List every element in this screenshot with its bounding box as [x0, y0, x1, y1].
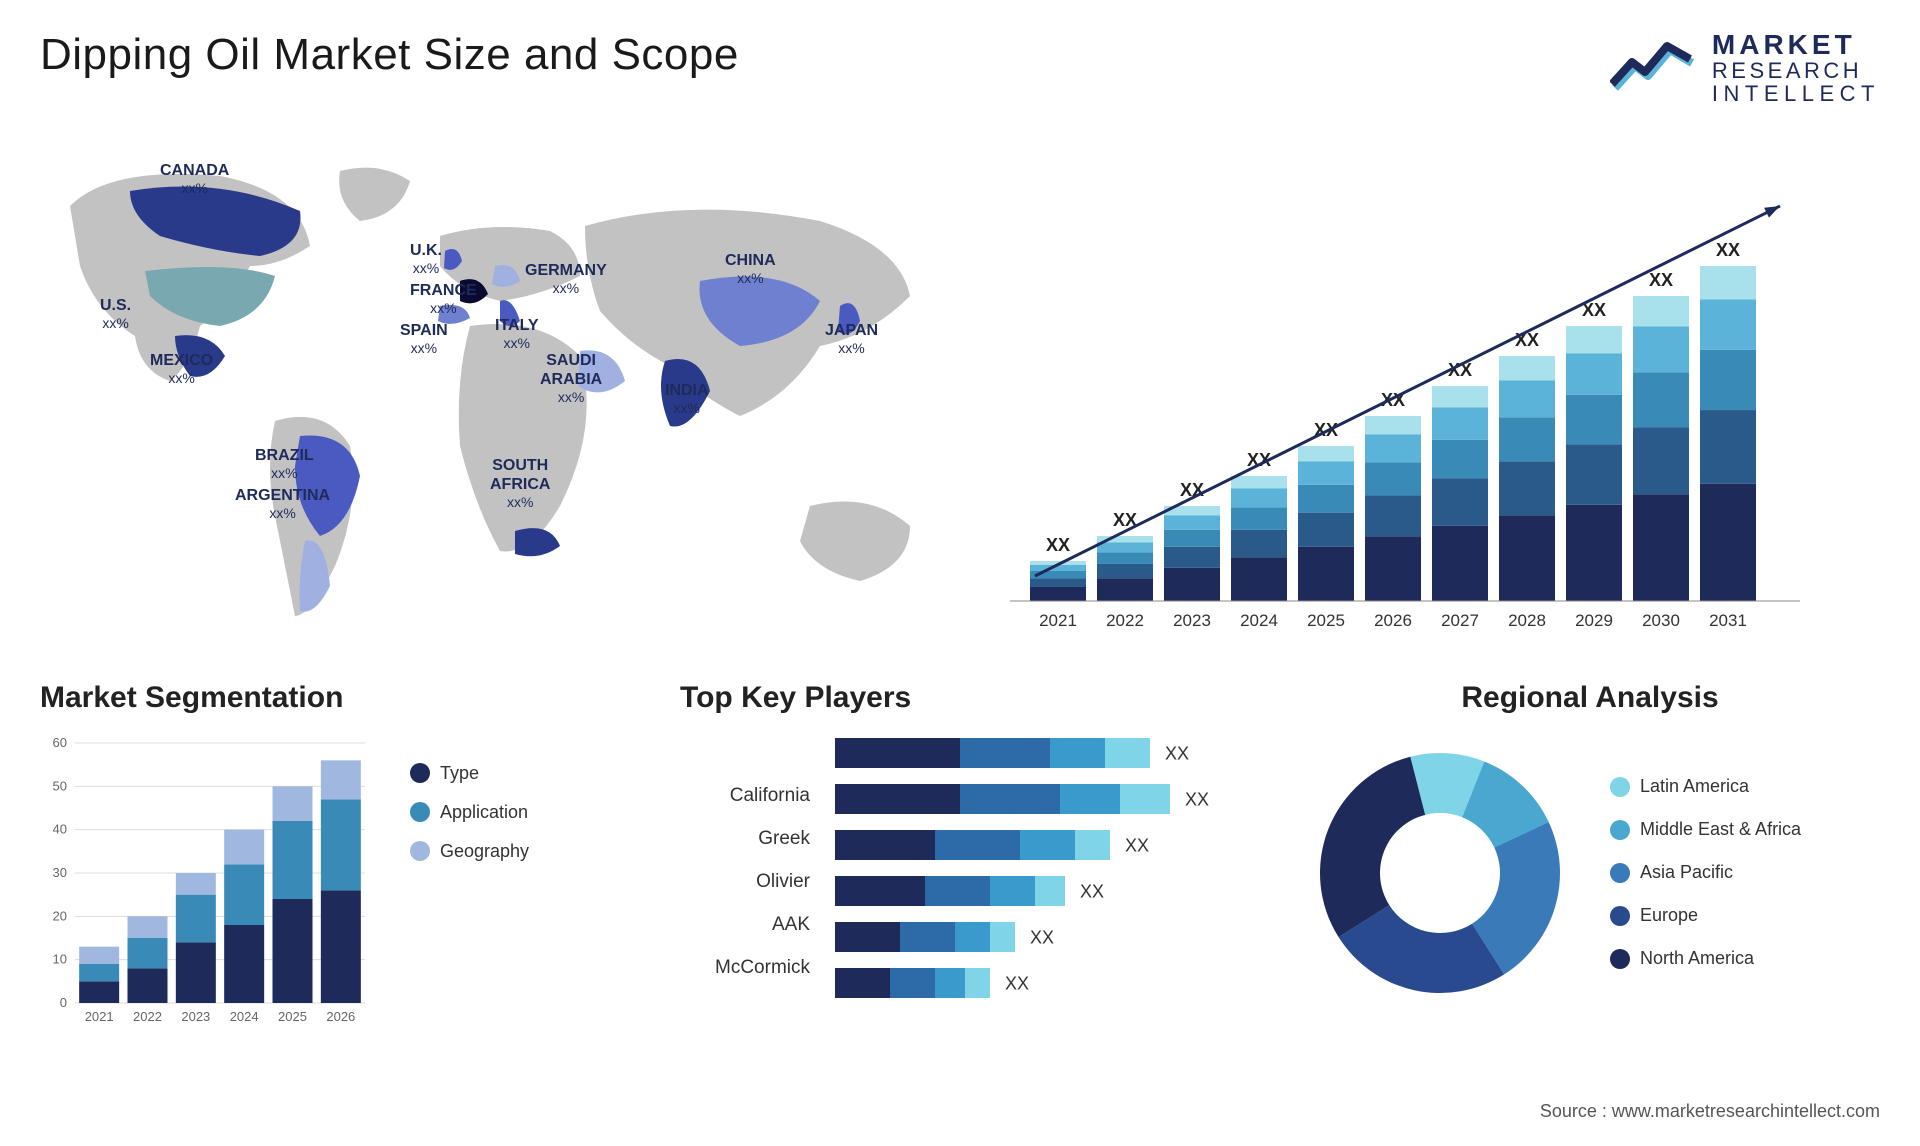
svg-text:2030: 2030 — [1642, 611, 1680, 630]
legend-item: North America — [1610, 948, 1801, 969]
segmentation-legend: Type Application Geography — [410, 733, 529, 1033]
svg-text:2025: 2025 — [1307, 611, 1345, 630]
regional-title: Regional Analysis — [1300, 681, 1880, 715]
svg-text:XX: XX — [1046, 535, 1070, 555]
legend-item: Type — [410, 763, 529, 784]
player-label: McCormick — [680, 957, 810, 979]
players-labels: California Greek Olivier AAK McCormick — [680, 733, 810, 1038]
player-label: AAK — [680, 914, 810, 936]
growth-bar-chart: XX2021XX2022XX2023XX2024XX2025XX2026XX20… — [980, 136, 1880, 656]
svg-text:30: 30 — [53, 865, 67, 880]
map-label: JAPANxx% — [825, 321, 878, 357]
map-label: ARGENTINAxx% — [235, 486, 330, 522]
svg-text:XX: XX — [1165, 743, 1189, 763]
svg-text:20: 20 — [53, 908, 67, 923]
svg-text:0: 0 — [60, 995, 67, 1010]
map-label: INDIAxx% — [665, 381, 709, 417]
logo-text-3: INTELLECT — [1712, 82, 1880, 105]
map-label: SPAINxx% — [400, 321, 448, 357]
legend-item: Asia Pacific — [1610, 862, 1801, 883]
logo-mark-icon — [1610, 38, 1700, 98]
legend-item: Application — [410, 802, 529, 823]
svg-text:2024: 2024 — [230, 1009, 259, 1024]
svg-text:2023: 2023 — [1173, 611, 1211, 630]
map-label: ITALYxx% — [495, 316, 539, 352]
map-label: FRANCExx% — [410, 281, 477, 317]
svg-text:60: 60 — [53, 735, 67, 750]
svg-text:2024: 2024 — [1240, 611, 1278, 630]
svg-text:XX: XX — [1030, 927, 1054, 947]
legend-item: Latin America — [1610, 776, 1801, 797]
svg-text:XX: XX — [1649, 270, 1673, 290]
world-map: CANADAxx% U.S.xx% MEXICOxx% BRAZILxx% ARGENT… — [40, 136, 960, 656]
map-label: U.S.xx% — [100, 296, 131, 332]
svg-text:2031: 2031 — [1709, 611, 1747, 630]
svg-text:2023: 2023 — [181, 1009, 210, 1024]
page-title: Dipping Oil Market Size and Scope — [40, 30, 739, 80]
segmentation-chart: 0 10 20 30 40 50 60 2021 2022 2023 2024 2025 2026 — [40, 733, 380, 1033]
svg-text:XX: XX — [1125, 835, 1149, 855]
svg-text:2028: 2028 — [1508, 611, 1546, 630]
logo-text-1: MARKET — [1712, 30, 1880, 59]
map-label: BRAZILxx% — [255, 446, 314, 482]
map-label: CHINAxx% — [725, 251, 776, 287]
svg-text:2026: 2026 — [1374, 611, 1412, 630]
legend-item: Middle East & Africa — [1610, 819, 1801, 840]
svg-text:XX: XX — [1185, 789, 1209, 809]
map-label: CANADAxx% — [160, 161, 229, 197]
svg-text:2022: 2022 — [1106, 611, 1144, 630]
legend-item: Geography — [410, 841, 529, 862]
source-credit: Source : www.marketresearchintellect.com — [1540, 1101, 1880, 1122]
svg-text:XX: XX — [1005, 973, 1029, 993]
map-label: SAUDIARABIAxx% — [540, 351, 602, 406]
map-label: GERMANYxx% — [525, 261, 607, 297]
svg-text:2027: 2027 — [1441, 611, 1479, 630]
svg-text:XX: XX — [1716, 240, 1740, 260]
legend-item: Europe — [1610, 905, 1801, 926]
svg-text:2021: 2021 — [85, 1009, 114, 1024]
players-chart: XX XX XX XX XX XX — [830, 733, 1270, 1038]
logo: MARKET RESEARCH INTELLECT — [1610, 30, 1880, 106]
svg-text:XX: XX — [1080, 881, 1104, 901]
map-label: U.K.xx% — [410, 241, 442, 277]
logo-text-2: RESEARCH — [1712, 59, 1880, 82]
svg-text:2025: 2025 — [278, 1009, 307, 1024]
svg-text:2022: 2022 — [133, 1009, 162, 1024]
segmentation-title: Market Segmentation — [40, 681, 650, 715]
map-label: MEXICOxx% — [150, 351, 213, 387]
player-label: Olivier — [680, 871, 810, 893]
svg-text:50: 50 — [53, 778, 67, 793]
svg-text:10: 10 — [53, 951, 67, 966]
map-label: SOUTHAFRICAxx% — [490, 456, 550, 511]
regional-legend: Latin America Middle East & Africa Asia Pa… — [1610, 776, 1801, 969]
player-label: Greek — [680, 828, 810, 850]
regional-donut-chart — [1300, 733, 1580, 1013]
svg-text:40: 40 — [53, 821, 67, 836]
svg-text:2029: 2029 — [1575, 611, 1613, 630]
svg-text:2021: 2021 — [1039, 611, 1077, 630]
svg-text:2026: 2026 — [326, 1009, 355, 1024]
players-title: Top Key Players — [680, 681, 1270, 715]
player-label: California — [680, 785, 810, 807]
